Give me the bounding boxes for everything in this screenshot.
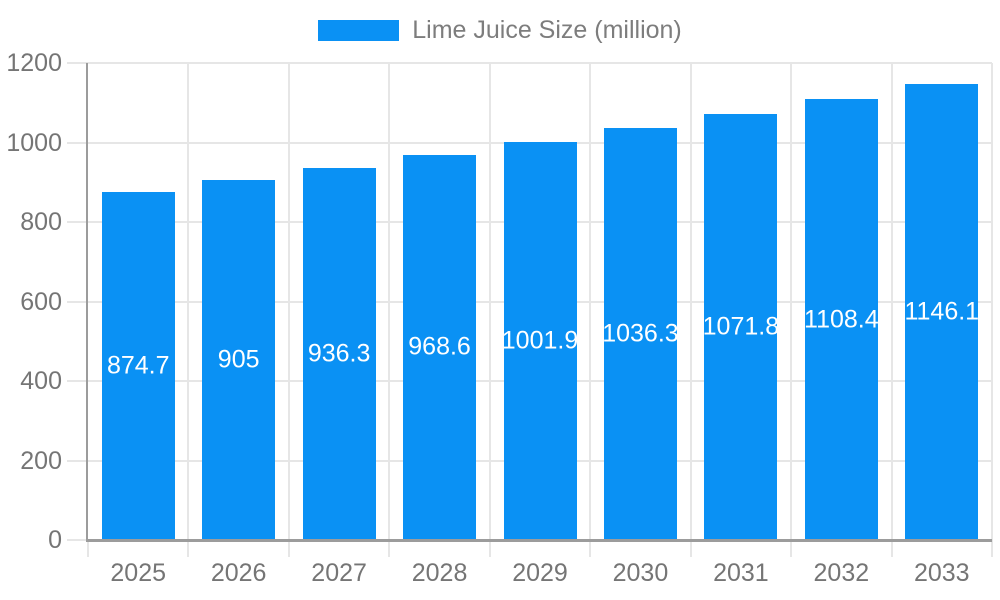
bar-2031[interactable] bbox=[704, 113, 778, 540]
x-axis-tick bbox=[790, 540, 793, 557]
x-axis-tick bbox=[87, 540, 89, 557]
x-axis-line bbox=[86, 539, 992, 542]
bar-value-label: 1036.3 bbox=[602, 319, 679, 348]
x-axis-tick bbox=[689, 540, 692, 557]
gridline-vertical bbox=[388, 63, 391, 540]
y-axis-label: 0 bbox=[48, 526, 62, 554]
gridline-vertical bbox=[689, 63, 692, 540]
y-axis-tick bbox=[67, 459, 88, 462]
y-axis-tick bbox=[67, 539, 88, 541]
bar-value-label: 936.3 bbox=[307, 339, 371, 368]
legend-label: Lime Juice Size (million) bbox=[412, 16, 682, 44]
y-axis-tick bbox=[67, 141, 88, 144]
gridline-vertical bbox=[287, 63, 290, 540]
x-axis-label: 2033 bbox=[913, 559, 970, 587]
bar-2027[interactable] bbox=[302, 167, 376, 540]
x-axis-label: 2030 bbox=[612, 559, 669, 587]
y-axis-label: 600 bbox=[20, 287, 62, 316]
bar-2030[interactable] bbox=[603, 128, 677, 540]
x-axis-label: 2031 bbox=[713, 559, 769, 587]
x-axis-label: 2032 bbox=[813, 559, 870, 587]
bar-value-label: 968.6 bbox=[408, 332, 471, 361]
x-axis-label: 2028 bbox=[411, 559, 468, 587]
bar-2029[interactable] bbox=[503, 141, 577, 540]
y-axis-label: 200 bbox=[20, 446, 62, 475]
y-axis-label: 1200 bbox=[6, 49, 62, 77]
gridline-horizontal bbox=[88, 62, 992, 64]
legend-swatch bbox=[318, 19, 400, 41]
y-axis-label: 400 bbox=[20, 367, 62, 395]
y-axis-tick bbox=[67, 221, 88, 223]
gridline-vertical bbox=[890, 63, 893, 540]
gridline-vertical bbox=[187, 63, 190, 540]
bar-value-label: 905 bbox=[217, 345, 260, 374]
x-axis-tick bbox=[991, 540, 993, 557]
x-axis-tick bbox=[287, 540, 290, 557]
gridline-vertical bbox=[488, 63, 491, 540]
bar-2033[interactable] bbox=[905, 84, 979, 540]
x-axis-tick bbox=[890, 540, 893, 557]
bar-value-label: 1108.4 bbox=[804, 305, 879, 334]
x-axis-label: 2026 bbox=[210, 559, 267, 587]
gridline-vertical bbox=[589, 63, 592, 540]
bar-value-label: 1146.1 bbox=[904, 297, 980, 326]
x-axis-tick bbox=[589, 540, 592, 557]
gridline-vertical bbox=[991, 63, 993, 540]
plot-area: 874.7 905 936.3 968.6 1001.9 1036.3 1071.8 1108… bbox=[88, 62, 993, 540]
legend-item[interactable]: Lime Juice Size (million) bbox=[0, 16, 1000, 44]
bar-2025[interactable] bbox=[101, 192, 175, 540]
x-axis-label: 2029 bbox=[512, 559, 568, 587]
bar-value-label: 1071.8 bbox=[702, 312, 780, 341]
x-axis-label: 2025 bbox=[110, 559, 167, 587]
x-axis-label: 2027 bbox=[311, 559, 367, 587]
y-axis-label: 800 bbox=[20, 208, 62, 236]
y-axis-tick bbox=[67, 62, 88, 64]
bar-2026[interactable] bbox=[202, 180, 276, 540]
x-axis-tick bbox=[187, 540, 190, 557]
x-axis-tick bbox=[488, 540, 491, 557]
y-axis-tick bbox=[67, 380, 88, 382]
bar-value-label: 1001.9 bbox=[501, 326, 579, 355]
bar-2028[interactable] bbox=[403, 154, 477, 540]
x-axis-tick bbox=[388, 540, 391, 557]
gridline-vertical bbox=[790, 63, 793, 540]
y-axis-label: 1000 bbox=[6, 128, 62, 157]
y-axis-line bbox=[86, 63, 88, 542]
bar-value-label: 874.7 bbox=[106, 351, 170, 380]
y-axis-tick bbox=[67, 300, 88, 303]
bar-2032[interactable] bbox=[804, 99, 878, 540]
